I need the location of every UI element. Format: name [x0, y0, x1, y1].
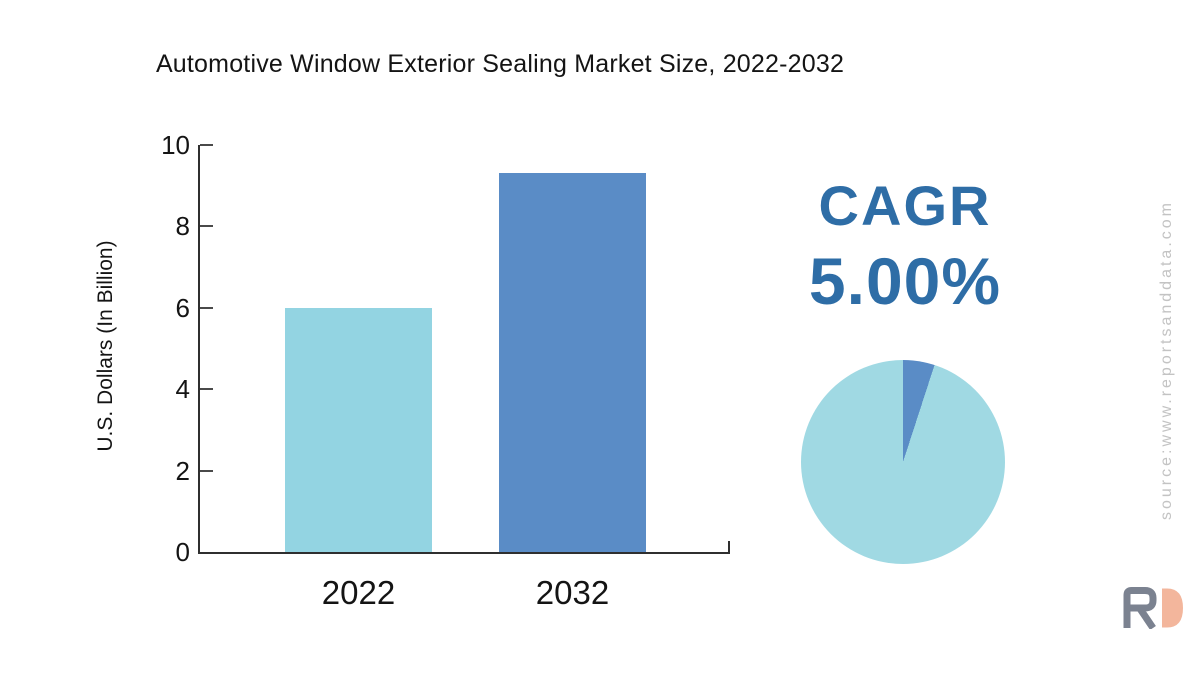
- y-tick-label: 10: [161, 130, 190, 160]
- cagr-block: CAGR 5.00%: [808, 174, 1002, 318]
- cagr-label: CAGR: [818, 174, 992, 237]
- x-axis-end-tick: [728, 541, 730, 552]
- cagr-value: 5.00%: [808, 244, 1002, 318]
- y-tick-mark: [200, 144, 213, 146]
- logo-letter-r-icon: [1123, 587, 1157, 630]
- y-tick-label: 2: [175, 455, 190, 486]
- y-tick-label: 0: [175, 537, 190, 567]
- bar-2022: [285, 308, 432, 552]
- bar-chart-plot-area: 0 2 4 6 8 10 2022 2032: [161, 132, 730, 611]
- y-tick-mark: [200, 306, 213, 309]
- bar-2032: [499, 173, 646, 552]
- y-tick-mark: [200, 469, 213, 472]
- y-tick-mark: [200, 388, 213, 391]
- y-tick-mark: [200, 225, 213, 228]
- y-axis-label: U.S. Dollars (In Billion): [94, 240, 117, 452]
- x-tick-label: 2022: [321, 574, 396, 611]
- x-tick-label: 2032: [535, 574, 610, 611]
- reports-and-data-logo: [1122, 587, 1184, 630]
- page-title: Automotive Window Exterior Sealing Marke…: [155, 50, 845, 78]
- y-tick-label: 6: [175, 292, 190, 323]
- y-tick-label: 8: [175, 211, 190, 242]
- source-credit: source:www.reportsanddata.com: [1158, 200, 1175, 520]
- pie-chart: [801, 360, 1005, 564]
- logo-letter-d-icon: [1162, 588, 1183, 628]
- y-tick-label: 4: [175, 374, 190, 405]
